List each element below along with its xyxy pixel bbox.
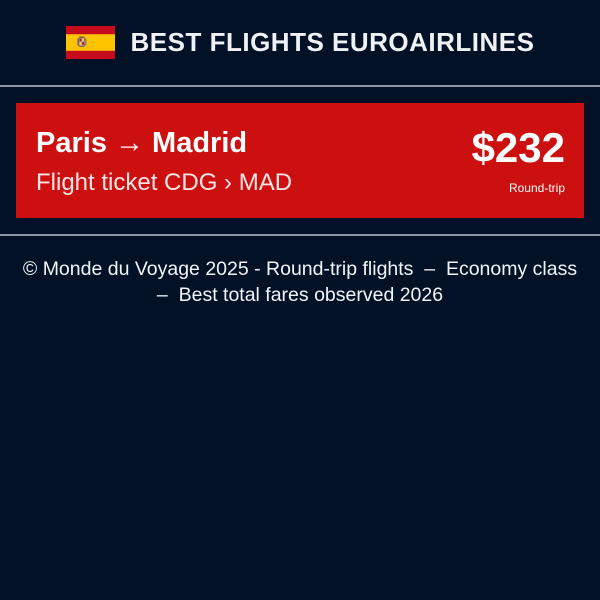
price-block: $232 Round-trip — [472, 127, 565, 218]
top-divider — [0, 85, 600, 87]
route-title: Paris → Madrid — [36, 127, 248, 159]
footer-disclaimer: © Monde du Voyage 2025 - Round-trip flig… — [0, 256, 600, 308]
coat-of-arms — [76, 36, 87, 47]
footer-line-1: © Monde du Voyage 2025 - Round-trip flig… — [22, 258, 578, 280]
price-value: $232 — [471, 124, 565, 171]
bottom-divider — [0, 234, 600, 236]
page-title: BEST FLIGHTS EUROAIRLINES — [130, 27, 535, 57]
route-subtitle: Flight ticket CDG › MAD — [36, 169, 293, 197]
fare-card-banner[interactable]: Paris → Madrid Flight ticket CDG › MAD $… — [16, 103, 584, 218]
route-block: Paris → Madrid Flight ticket CDG › MAD — [36, 127, 292, 218]
price-note: Round-trip — [508, 181, 565, 195]
spain-flag-icon — [65, 26, 115, 59]
header: BEST FLIGHTS EUROAIRLINES — [0, 26, 600, 59]
footer-line-2: – Best total fares observed 2026 — [156, 284, 444, 306]
